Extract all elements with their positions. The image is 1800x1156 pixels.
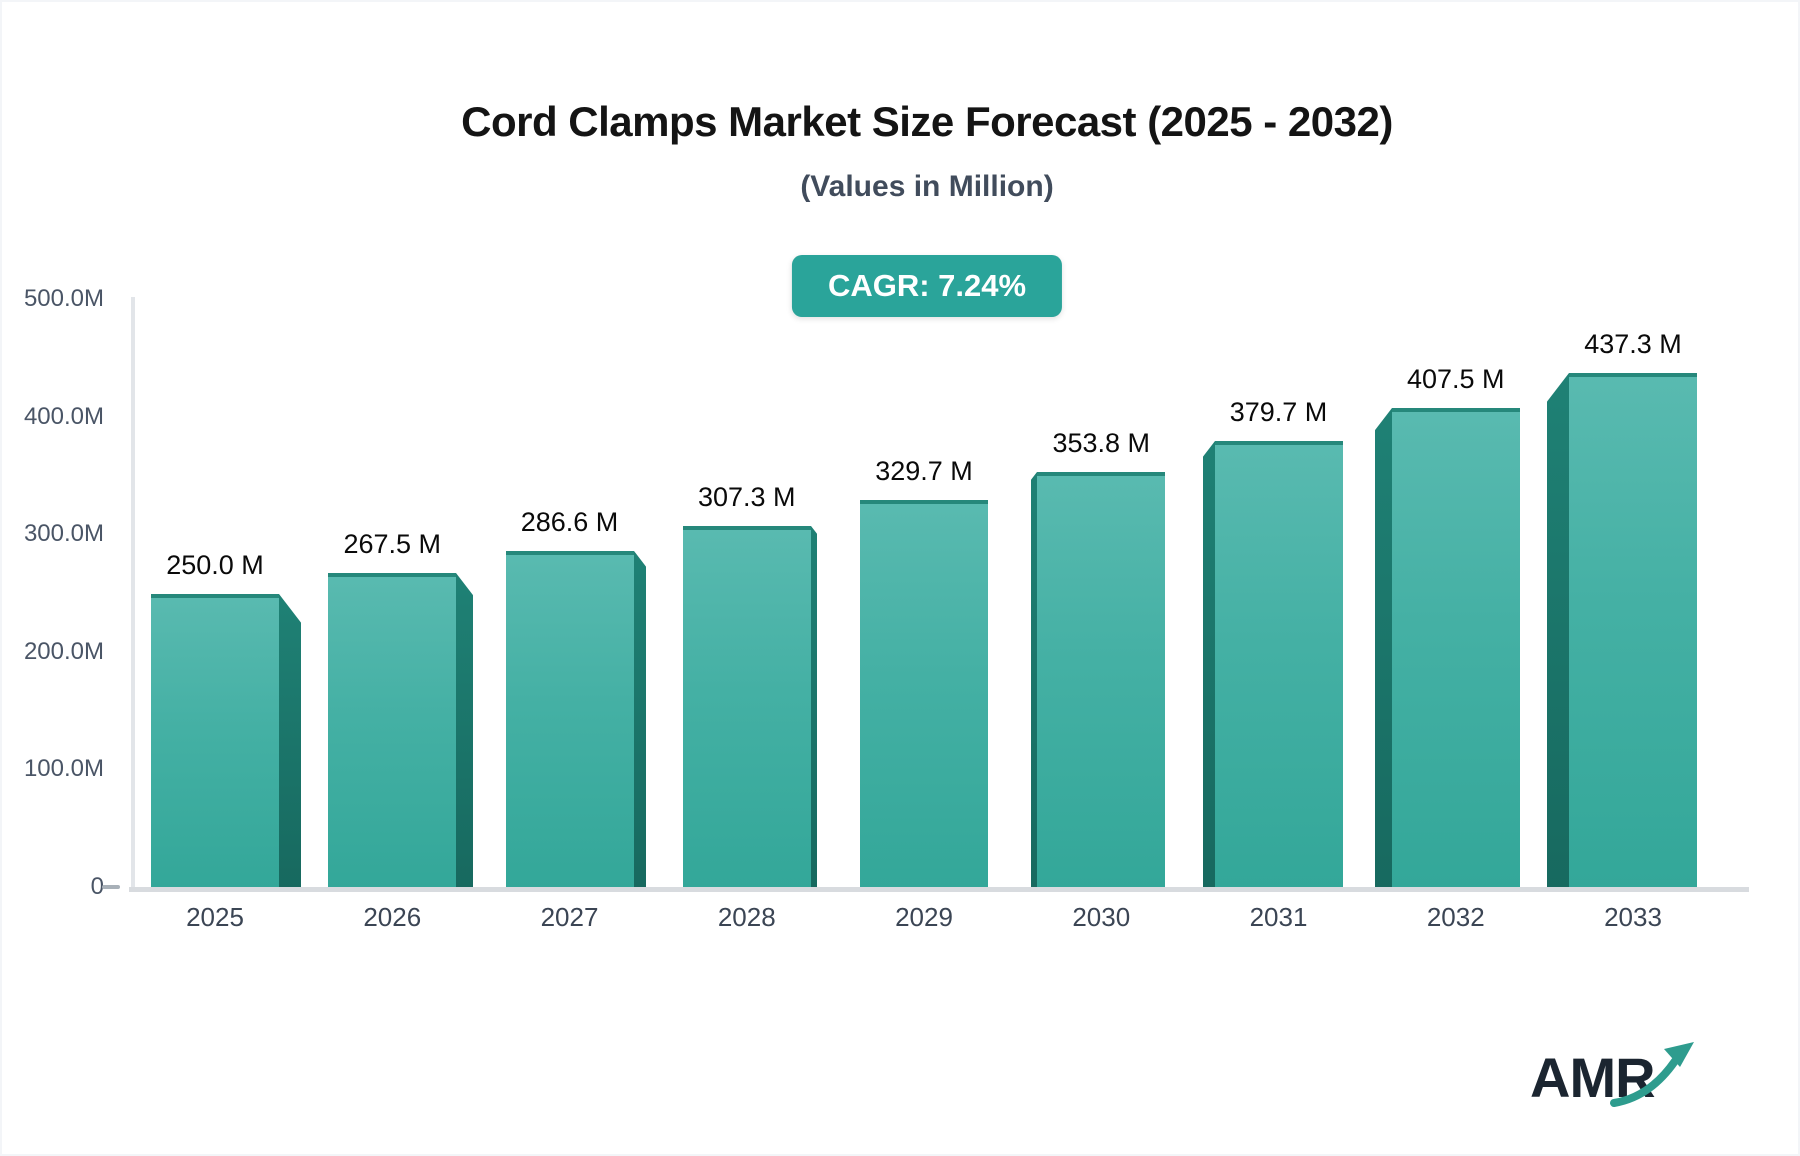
x-axis-label-2029: 2029	[895, 902, 953, 932]
chart-title: Cord Clamps Market Size Forecast (2025 -…	[461, 98, 1393, 145]
bar-value-label: 379.7 M	[1229, 397, 1328, 427]
bar-value-label: 329.7 M	[875, 456, 973, 486]
x-axis-label-2031: 2031	[1249, 902, 1308, 932]
x-axis-label-2028: 2028	[717, 902, 776, 932]
y-tick-label: 500.0M	[23, 285, 104, 312]
bar-value-label: 437.3 M	[1584, 329, 1682, 359]
bar-side-panel	[1031, 472, 1037, 889]
x-axis-label-2027: 2027	[540, 902, 599, 932]
bar-2027	[506, 551, 634, 889]
bar-side-panel	[456, 573, 473, 889]
bar-value-label: 286.6 M	[520, 507, 619, 537]
amr-logo: AMR	[1530, 1042, 1694, 1109]
bar-2025	[151, 594, 279, 889]
chart-subtitle: (Values in Million)	[800, 170, 1054, 203]
bar-2031	[1215, 441, 1343, 889]
y-axis-line	[131, 297, 135, 889]
bar-value-label: 267.5 M	[343, 529, 442, 559]
x-axis-label-2032: 2032	[1426, 902, 1485, 932]
bar-side-panel	[1547, 373, 1569, 889]
bar-2033	[1569, 373, 1697, 889]
bar-value-label: 307.3 M	[697, 482, 796, 512]
x-axis-label-2026: 2026	[363, 902, 422, 932]
bar-value-label: 250.0 M	[166, 550, 264, 580]
y-tick-label: 0	[90, 873, 104, 900]
amr-logo-arrow-head	[1664, 1042, 1694, 1067]
bar-2028	[683, 526, 811, 889]
bar-2030	[1037, 472, 1165, 889]
cagr-badge: CAGR: 7.24%	[791, 255, 1063, 317]
bar-side-panel	[811, 526, 817, 889]
bar-2026	[328, 573, 456, 889]
bar-side-panel	[1203, 441, 1215, 889]
bar-value-label: 353.8 M	[1052, 428, 1151, 458]
x-axis-label-2033: 2033	[1604, 902, 1662, 932]
y-tick-label: 400.0M	[23, 402, 104, 430]
x-axis-label-2030: 2030	[1072, 902, 1131, 932]
amr-logo-arrow-swoosh	[1610, 1057, 1679, 1107]
y-tick-label: 100.0M	[23, 755, 104, 783]
zero-tick-dash	[102, 885, 120, 889]
bar-side-panel	[1375, 408, 1392, 889]
x-axis-baseline	[129, 887, 1749, 892]
y-tick-label: 300.0M	[23, 520, 104, 548]
bar-2029	[860, 500, 988, 889]
x-axis-label-2025: 2025	[186, 902, 244, 932]
bar-value-label: 407.5 M	[1406, 364, 1505, 394]
bar-2032	[1392, 408, 1520, 889]
bar-side-panel	[279, 594, 301, 889]
bar-side-panel	[634, 551, 646, 889]
y-tick-label: 200.0M	[23, 637, 104, 665]
